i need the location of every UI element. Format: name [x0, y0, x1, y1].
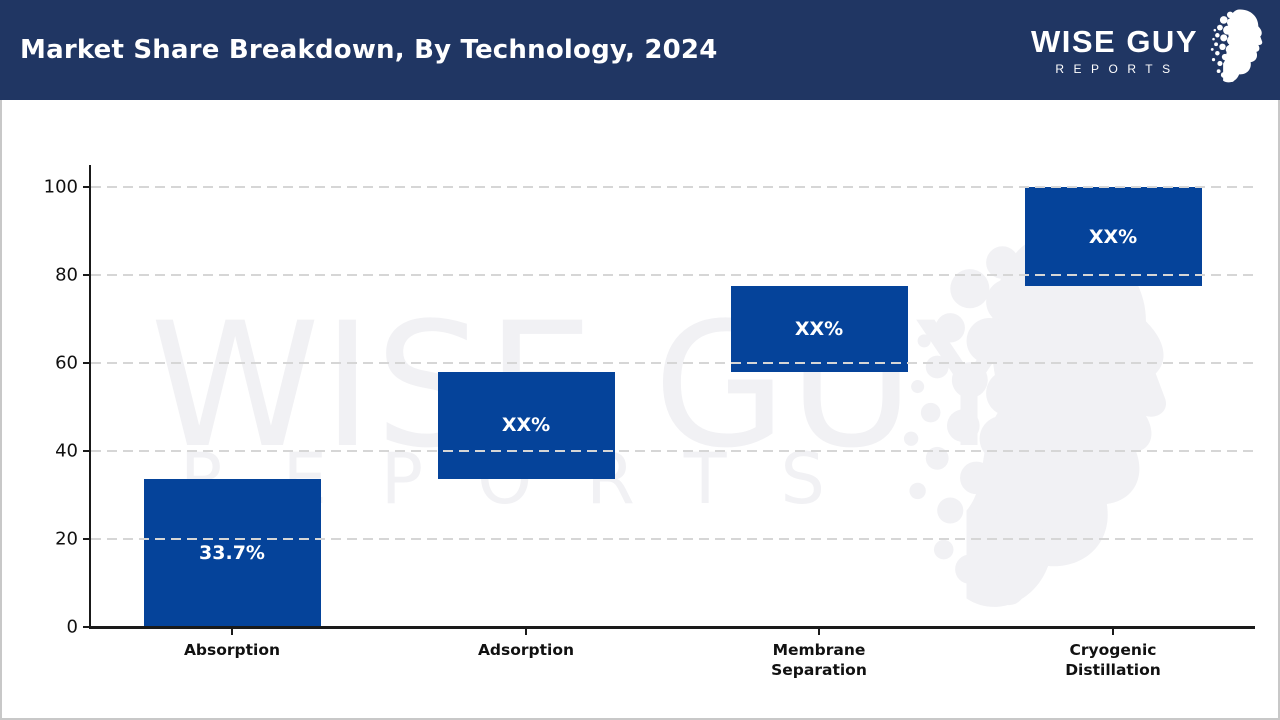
gridline-40 [91, 450, 1255, 452]
bar-absorption [143, 478, 321, 627]
bar-value-label-membrane-separation: XX% [794, 317, 844, 340]
x-tick-cryogenic-distillation [1112, 628, 1114, 635]
y-tick-label-20: 20 [55, 528, 78, 550]
bar-adsorption [437, 371, 615, 479]
y-tick-20 [83, 538, 90, 540]
wiseguy-logo-main: WISE GUY [1030, 23, 1198, 59]
plot-area: WISE GUY REPORTS 0 20 40 60 80 100 3 [2, 100, 1280, 718]
y-tick-label-60: 60 [55, 352, 78, 374]
x-tick-membrane-separation [818, 628, 820, 635]
y-tick-0 [83, 626, 90, 628]
chart-card: WISE GUY REPORTS 0 20 40 60 80 100 3 [0, 100, 1280, 720]
header-bar: Market Share Breakdown, By Technology, 2… [0, 0, 1280, 100]
x-tick-absorption [231, 628, 233, 635]
wiseguy-logo: WISE GUY REPORTS [1031, 0, 1266, 100]
gridline-20 [91, 538, 1255, 540]
y-tick-100 [83, 186, 90, 188]
x-tick-adsorption [525, 628, 527, 635]
x-category-label-cryogenic-distillation: Cryogenic Distillation [1065, 641, 1161, 679]
x-category-label-adsorption: Adsorption [477, 641, 575, 659]
y-tick-label-80: 80 [55, 264, 78, 286]
y-tick-40 [83, 450, 90, 452]
y-axis-line [89, 165, 91, 629]
y-tick-label-100: 100 [43, 176, 78, 198]
y-tick-label-0: 0 [66, 616, 78, 638]
wiseguy-logo-sub: REPORTS [1055, 61, 1180, 76]
y-tick-label-40: 40 [55, 440, 78, 462]
y-tick-60 [83, 362, 90, 364]
bar-value-label-cryogenic-distillation: XX% [1088, 225, 1138, 248]
x-category-label-absorption: Absorption [183, 641, 281, 659]
wiseguy-logo-text: WISE GUY REPORTS [1031, 26, 1198, 75]
bar-membrane-separation [730, 286, 908, 372]
gridline-80 [91, 274, 1255, 276]
bar-value-label-absorption: 33.7% [199, 541, 265, 564]
x-category-label-membrane-separation: Membrane Separation [771, 641, 867, 679]
bar-value-label-adsorption: XX% [501, 414, 551, 437]
y-tick-80 [83, 274, 90, 276]
gridline-60 [91, 362, 1255, 364]
page-title: Market Share Breakdown, By Technology, 2… [20, 35, 718, 65]
wiseguy-head-icon [1210, 9, 1263, 83]
gridline-100 [91, 186, 1255, 188]
x-axis-line [89, 626, 1255, 629]
